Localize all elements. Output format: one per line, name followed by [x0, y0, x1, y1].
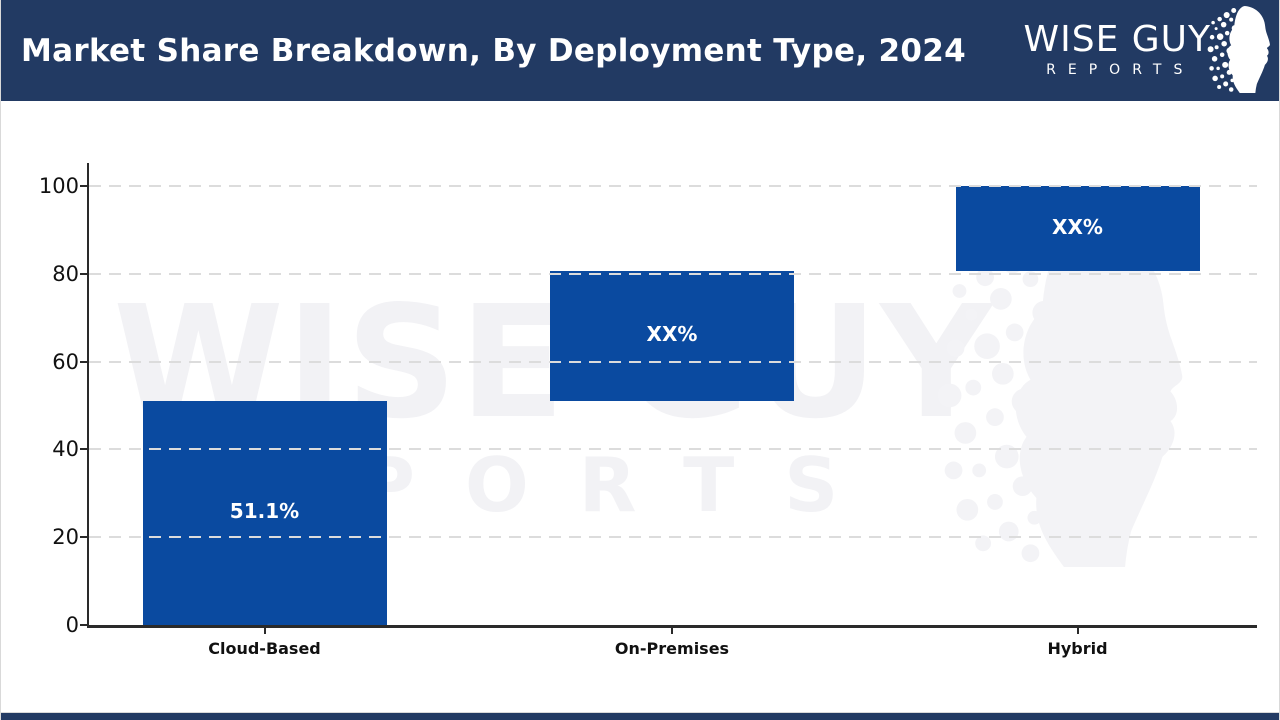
- bar-value-label: XX%: [646, 321, 698, 346]
- y-axis-tick: [80, 624, 89, 626]
- bar-value-label: XX%: [1052, 214, 1103, 239]
- y-axis-tick-label: 40: [52, 437, 79, 462]
- y-axis-tick-label: 80: [52, 261, 79, 286]
- gridline-20: [89, 536, 1257, 539]
- category-label: Cloud-Based: [208, 639, 321, 658]
- y-axis-tick: [80, 185, 89, 187]
- gridline-80: [89, 272, 1257, 275]
- bar-on-premises: [550, 271, 794, 401]
- gridline-40: [89, 448, 1257, 451]
- header-bar: Market Share Breakdown, By Deployment Ty…: [1, 0, 1279, 101]
- x-axis-tick: [1076, 626, 1079, 634]
- x-axis-tick: [671, 626, 673, 634]
- footer-divider: [1, 712, 1279, 713]
- gridline-100: [89, 185, 1257, 187]
- bar-value-label: 51.1%: [229, 498, 300, 523]
- x-axis-tick: [263, 626, 266, 634]
- y-axis-tick: [80, 360, 89, 363]
- x-axis-spine: [87, 625, 1257, 628]
- y-axis-spine: [87, 163, 89, 627]
- wiseguy-logo: WISE GUY REPORTS: [1024, 5, 1272, 93]
- y-axis-tick-label: 100: [38, 174, 79, 198]
- y-axis-tick-label: 20: [52, 525, 79, 550]
- y-axis-tick: [80, 272, 89, 275]
- category-label: On-Premises: [614, 639, 730, 658]
- chart-title: Market Share Breakdown, By Deployment Ty…: [21, 32, 966, 69]
- footer-bar: [1, 713, 1279, 720]
- logo-subtext: REPORTS: [1046, 61, 1195, 78]
- category-label: Hybrid: [1047, 639, 1108, 658]
- y-axis-tick-label: 60: [52, 349, 79, 374]
- y-axis-tick: [80, 536, 89, 539]
- y-axis-tick-label: 0: [65, 613, 79, 637]
- logo-wordmark: WISE GUY: [1023, 19, 1211, 60]
- bar-cloud-based: [142, 400, 387, 625]
- bar-hybrid: [955, 186, 1200, 272]
- y-axis-tick: [80, 448, 89, 451]
- gridline-60: [89, 360, 1257, 363]
